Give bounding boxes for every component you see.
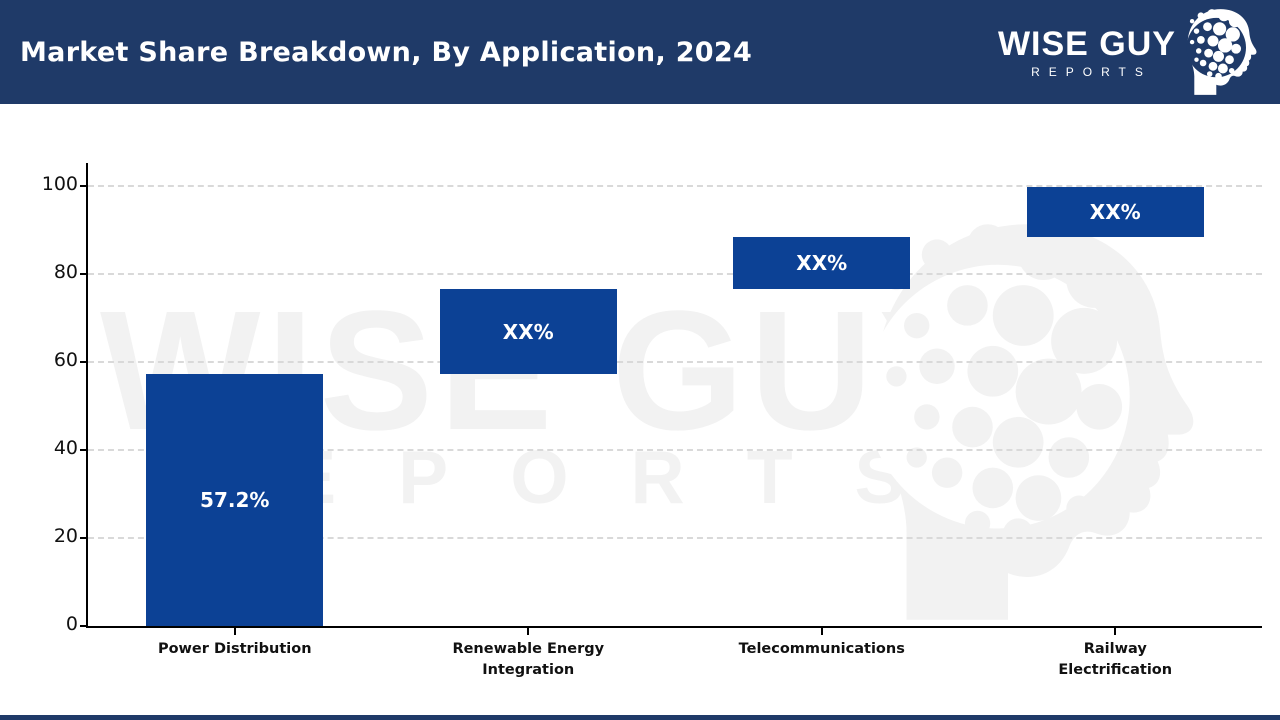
y-axis-tick-label: 20 — [53, 525, 78, 547]
y-axis-tick-label: 80 — [53, 261, 78, 283]
header-bar: Market Share Breakdown, By Application, … — [0, 0, 1280, 104]
y-axis-tick — [80, 361, 87, 363]
x-axis-category-label: Power Distribution — [95, 639, 375, 660]
x-axis-category-line: Renewable Energy — [452, 641, 605, 657]
x-axis-category-label: Railway Electrification — [975, 639, 1255, 681]
x-axis-tick — [820, 628, 823, 635]
y-axis-tick-label: 60 — [53, 349, 78, 371]
wise-guy-head-icon — [1186, 9, 1257, 95]
x-axis-category-label: Telecommunications — [682, 639, 962, 660]
bar-segment: XX% — [439, 289, 617, 375]
gridline — [88, 361, 1262, 363]
footer-strip — [0, 715, 1280, 720]
x-axis-tick — [527, 628, 530, 635]
gridline — [88, 449, 1262, 451]
logo-subtitle-text: REPORTS — [1031, 64, 1152, 79]
bar-value-label: XX% — [796, 250, 848, 275]
bar-value-label: 57.2% — [200, 488, 270, 513]
x-axis-category-line: Railway — [1083, 641, 1147, 657]
y-axis-tick-label: 40 — [53, 437, 78, 459]
y-axis-tick-label: 0 — [65, 613, 78, 635]
brand-logo: WISE GUY REPORTS — [998, 8, 1270, 96]
x-axis-tick — [1114, 628, 1117, 635]
bar-value-label: XX% — [1089, 199, 1141, 224]
bar-segment: XX% — [733, 236, 911, 290]
y-axis-tick — [80, 273, 87, 275]
gridline — [88, 185, 1262, 187]
y-axis-tick — [80, 185, 87, 187]
x-axis-category-line: Telecommunications — [738, 641, 905, 657]
y-axis-tick-label: 100 — [41, 173, 78, 195]
y-axis-tick — [80, 537, 87, 539]
y-axis-tick — [80, 625, 87, 627]
x-axis-category-line: Power Distribution — [157, 641, 312, 657]
y-axis-line — [86, 163, 88, 628]
x-axis-line — [86, 626, 1262, 628]
gridline — [88, 273, 1262, 275]
bar-value-label: XX% — [502, 319, 554, 344]
x-axis-category-line: Electrification — [1058, 662, 1173, 678]
bar-segment: 57.2% — [146, 374, 324, 626]
gridline — [88, 537, 1262, 539]
bar-segment: XX% — [1026, 186, 1204, 237]
y-axis-tick — [80, 449, 87, 451]
x-axis-category-line: Integration — [482, 662, 575, 678]
logo-name-text: WISE GUY — [997, 24, 1176, 63]
logo-wordmark: WISE GUY REPORTS — [998, 27, 1176, 78]
page-title: Market Share Breakdown, By Application, … — [20, 36, 753, 68]
watermark-head-icon — [866, 224, 1194, 620]
x-axis-category-label: Renewable Energy Integration — [388, 639, 668, 681]
x-axis-tick — [233, 628, 236, 635]
